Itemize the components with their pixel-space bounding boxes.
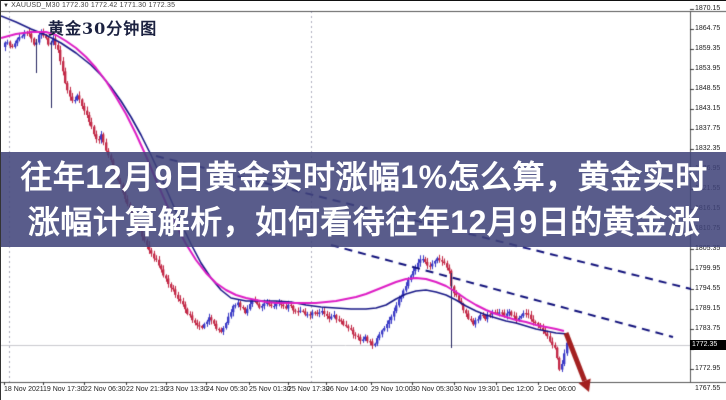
- chart-title: 黄金30分钟图: [48, 19, 158, 38]
- y-axis-label: 1859.35: [695, 45, 721, 52]
- x-axis-label: 30 Nov 19:30: [454, 386, 496, 393]
- y-axis-label: 1789.15: [695, 305, 721, 312]
- x-axis-label: 1 Dec 12:00: [496, 386, 534, 393]
- headline-line-1: 往年12月9日黄金实时涨幅1%怎么算，黄金实时: [20, 158, 708, 195]
- y-axis-label: 1864.75: [695, 25, 721, 32]
- y-axis-label: 1794.55: [695, 285, 721, 292]
- y-axis-label: 1848.55: [695, 85, 721, 92]
- y-axis-label: 1805.35: [695, 245, 721, 252]
- x-axis-label: 26 Nov 14:00: [326, 386, 368, 393]
- x-axis-label: 22 Nov 21:30: [126, 386, 168, 393]
- x-axis-label: 2 Dec 06:00: [538, 386, 576, 393]
- symbol-ohlc-readout: XAUUSD_M30 1772.30 1772.42 1771.30 1772.…: [11, 2, 176, 9]
- y-axis-label: 1843.15: [695, 105, 721, 112]
- y-axis-label: 1783.75: [695, 325, 721, 332]
- x-axis-label: 23 Nov 13:30: [166, 386, 208, 393]
- y-axis-label: 1767.55: [695, 385, 721, 392]
- y-axis-label: 1853.95: [695, 65, 721, 72]
- y-axis-label: 1832.35: [695, 145, 721, 152]
- current-price-tag: 1772.35: [690, 340, 726, 350]
- x-axis-label: 25 Nov 17:30: [288, 386, 330, 393]
- y-axis-label: 1870.15: [695, 5, 721, 12]
- x-axis-label: 19 Nov 17:30: [43, 386, 85, 393]
- symbol-toolbar: ▼ XAUUSD_M30 1772.30 1772.42 1771.30 1772…: [3, 1, 175, 11]
- headline-banner: 往年12月9日黄金实时涨幅1%怎么算，黄金实时 涨幅计算解析，如何看待往年12月…: [1, 152, 726, 247]
- x-axis-label: 29 Nov 10:00: [371, 386, 413, 393]
- x-axis-label: 30 Nov 05:30: [412, 386, 454, 393]
- y-axis-label: 1799.95: [695, 265, 721, 272]
- x-axis-label: 24 Nov 05:30: [206, 386, 248, 393]
- symbol-dropdown-icon[interactable]: ▼: [3, 3, 10, 9]
- y-axis-label: 1837.75: [695, 125, 721, 132]
- headline-line-2: 涨幅计算解析，如何看待往年12月9日的黄金涨: [27, 203, 701, 240]
- x-axis-label: 22 Nov 06:30: [84, 386, 126, 393]
- x-axis-label: 25 Nov 01:30: [249, 386, 291, 393]
- x-axis-label: 18 Nov 2021: [4, 386, 44, 393]
- y-axis-label: 1772.95: [695, 365, 721, 372]
